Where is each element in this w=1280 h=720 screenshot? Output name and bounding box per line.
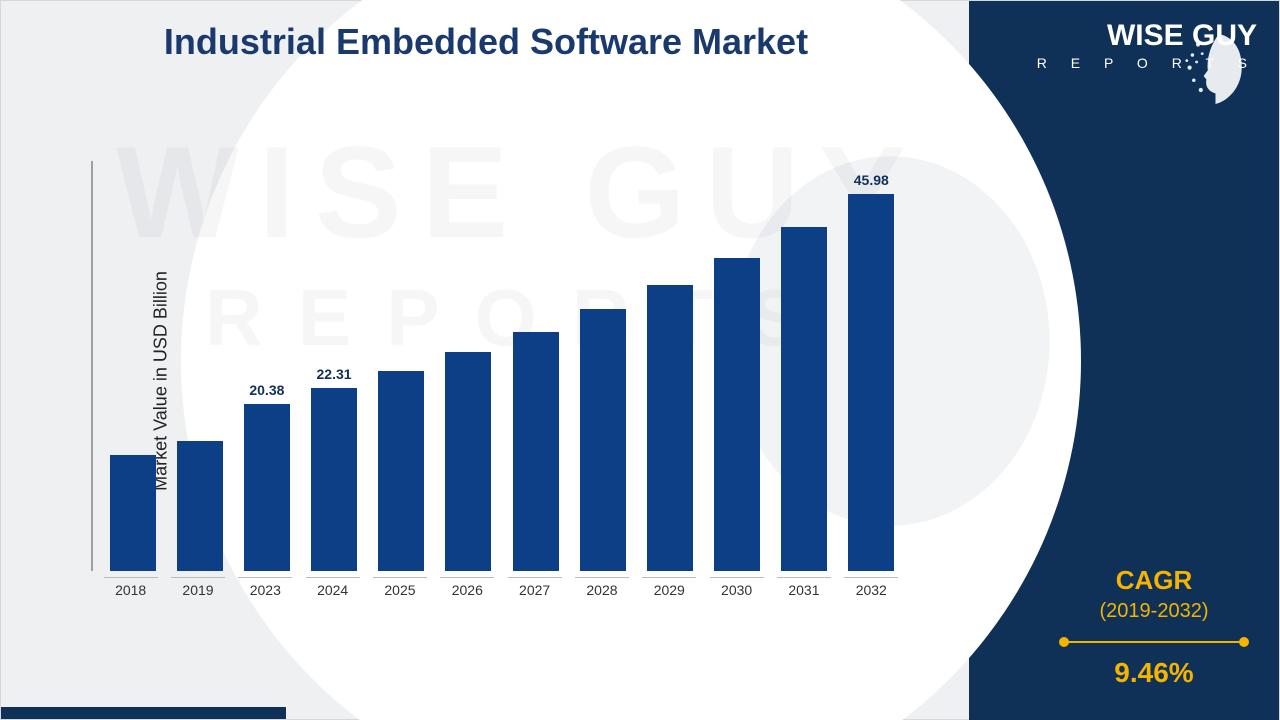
x-tick: 2030 xyxy=(710,577,764,601)
chart-area: Market Value in USD Billion 20.3822.3145… xyxy=(91,161,911,601)
bar xyxy=(110,455,156,571)
bar-2030 xyxy=(710,236,764,571)
x-tick: 2019 xyxy=(171,577,225,601)
bar xyxy=(714,258,760,571)
bar xyxy=(647,285,693,571)
cagr-value: 9.46% xyxy=(1029,657,1279,689)
bar xyxy=(244,404,290,571)
chart-title: Industrial Embedded Software Market xyxy=(1,21,971,63)
bar-value-label: 22.31 xyxy=(317,366,352,384)
bar-2026 xyxy=(441,330,495,571)
x-tick: 2018 xyxy=(104,577,158,601)
bar-2028 xyxy=(576,287,630,571)
bar xyxy=(378,371,424,571)
x-axis-labels: 2018 2019 2023 2024 2025 2026 2027 2028 2029 2030… xyxy=(91,577,911,601)
cagr-range: (2019-2032) xyxy=(1029,600,1279,623)
bar-value-label: 45.98 xyxy=(854,172,889,190)
bar xyxy=(513,332,559,571)
bar-2029 xyxy=(643,263,697,571)
bar-2032: 45.98 xyxy=(844,172,898,571)
cagr-divider xyxy=(1064,641,1244,643)
cagr-label: CAGR xyxy=(1029,565,1279,596)
bar-2025 xyxy=(374,349,428,571)
x-tick: 2025 xyxy=(373,577,427,601)
brand-head-icon xyxy=(1177,27,1247,111)
x-tick: 2027 xyxy=(508,577,562,601)
bottom-accent-strip xyxy=(1,707,286,719)
bar xyxy=(445,352,491,571)
bar-2018 xyxy=(106,433,160,571)
bar-2024: 22.31 xyxy=(307,366,361,571)
x-tick: 2023 xyxy=(238,577,292,601)
bar-2031 xyxy=(777,205,831,571)
x-tick: 2028 xyxy=(575,577,629,601)
x-tick: 2031 xyxy=(777,577,831,601)
x-tick: 2032 xyxy=(844,577,898,601)
chart-infographic: WISE GUY REPORTS Industrial Embedded Sof… xyxy=(0,0,1280,720)
bar-value-label: 20.38 xyxy=(249,382,284,400)
bar-2027 xyxy=(509,310,563,571)
bar xyxy=(580,309,626,571)
plot-region: 20.38 22.31 45.98 xyxy=(91,161,911,571)
bar-2023: 20.38 xyxy=(240,382,294,571)
bar-2019 xyxy=(173,419,227,571)
bar xyxy=(177,441,223,571)
x-tick: 2026 xyxy=(440,577,494,601)
bar xyxy=(781,227,827,571)
brand-logo: WISE GUY R E P O R T S xyxy=(1037,19,1257,71)
bar xyxy=(848,194,894,571)
bars-container: 20.38 22.31 45.98 xyxy=(93,161,911,571)
x-tick: 2024 xyxy=(306,577,360,601)
x-tick: 2029 xyxy=(642,577,696,601)
cagr-block: CAGR (2019-2032) 9.46% xyxy=(1029,565,1279,689)
bar xyxy=(311,388,357,571)
